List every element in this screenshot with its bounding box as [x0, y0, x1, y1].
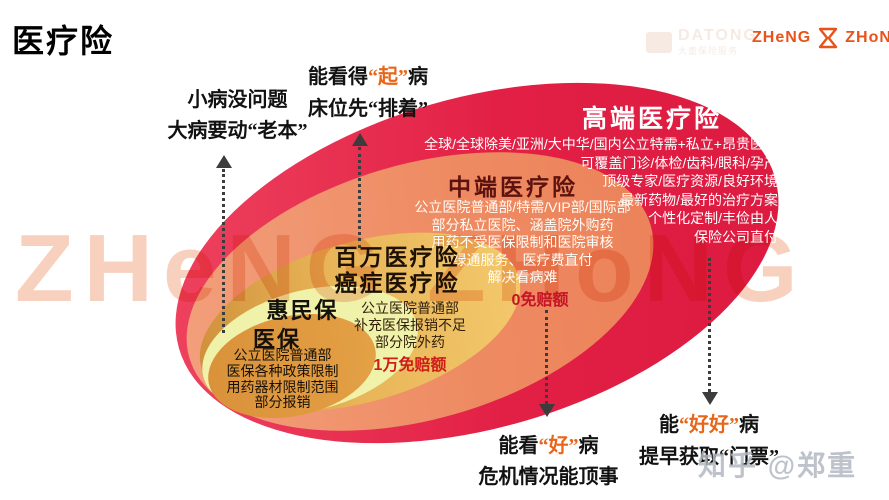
tier-mid-line: 部分私立医院、涵盖院外购药: [431, 216, 614, 233]
datong-watermark: DATONG 大童保险服务: [646, 27, 758, 57]
highlight-word: “好”: [538, 435, 579, 457]
annotation-line: 床位先“排着”: [308, 98, 428, 120]
tier-yibao-line: 用药器材限制范围: [226, 378, 339, 395]
tier-million-details: 公立医院普通部 补充医保报销不足 部分院外药: [330, 300, 490, 351]
tier-mid-line: 用药不受医保限制和医院审核: [431, 234, 614, 251]
tier-huimin-title: 惠民保: [266, 298, 339, 323]
annotation-line: 能看“好”病: [498, 435, 599, 457]
highlight-word: “好好”: [679, 414, 739, 436]
tier-mid-title: 中端医疗险: [448, 174, 578, 200]
tier-premium-line: 可覆盖门诊/体检/齿科/眼科/孕产: [580, 154, 778, 171]
annotation-premium-tier: 能“好好”病 提早获取“门票”: [625, 409, 793, 473]
arrow-up-line: [222, 169, 225, 333]
tier-mid-line: 绿通服务、医疗费直付: [452, 251, 593, 268]
annotation-line: 小病没问题: [187, 89, 288, 111]
arrow-up-line: [358, 147, 361, 248]
tier-yibao-line: 公立医院普通部: [233, 347, 332, 363]
page-title: 医疗险: [12, 23, 115, 59]
brand-logo-zhong: ZHoNG: [845, 29, 889, 46]
datong-subtitle: 大童保险服务: [678, 46, 739, 56]
datong-name: DATONG: [678, 27, 758, 44]
annotation-line: 能“好好”病: [659, 414, 759, 436]
zhihu-watermark: 知乎 @郑重: [698, 450, 858, 481]
tier-premium-details: 全球/全球除美/亚洲/大中华/国内公立特需+私立+昂贵医院 可覆盖门诊/体检/齿…: [418, 135, 778, 247]
annotation-line: 大病要动“老本”: [167, 120, 308, 142]
tier-million-deductible-note: 1万免赔额: [373, 357, 447, 374]
arrow-down-icon: [539, 404, 555, 417]
tier-mid-details: 公立医院普通部/特需/VIP部/国际部 部分私立医院、涵盖院外购药 用药不受医保…: [385, 199, 660, 287]
tier-premium-line: 最新药物/最好的治疗方案: [620, 191, 778, 208]
datong-logo-icon: [646, 31, 672, 53]
brand-logo: ZHeNG ZHoNG: [752, 26, 889, 50]
tier-million-title-line2: 癌症医疗险: [334, 270, 460, 296]
tier-million-line: 部分院外药: [375, 334, 445, 350]
brand-logo-zheng: ZHeNG: [752, 29, 812, 46]
tier-million-title-line1: 百万医疗险: [334, 244, 460, 270]
tier-yibao-line: 医保各种政策限制: [226, 362, 339, 379]
annotation-basic-insurance: 小病没问题 大病要动“老本”: [160, 85, 315, 147]
tier-yibao-line: 部分报销: [254, 394, 311, 411]
tier-premium-title: 高端医疗险: [581, 105, 722, 133]
arrow-up-icon: [352, 133, 368, 146]
tier-premium-line: 全球/全球除美/亚洲/大中华/国内公立特需+私立+昂贵医院: [424, 136, 778, 152]
annotation-line: 提早获取“门票”: [639, 446, 779, 468]
annotation-million-tier: 能看得“起”病 床位先“排着”: [293, 61, 443, 125]
tier-premium-line: 个性化定制/丰俭由人: [648, 210, 778, 227]
tier-yibao-title: 医保: [252, 327, 301, 352]
tier-mid-deductible-note: 0免赔额: [511, 292, 569, 309]
arrow-down-line: [545, 310, 548, 404]
arrow-up-icon: [216, 155, 232, 168]
annotation-line: 能看得“起”病: [308, 66, 428, 88]
arrow-down-line: [708, 258, 711, 392]
tier-million-line: 公立医院普通部: [361, 300, 459, 316]
highlight-word: “起”: [368, 66, 408, 88]
tier-mid-line: 解决看病难: [487, 269, 558, 286]
tier-million-title: 百万医疗险 癌症医疗险: [317, 244, 477, 296]
tier-yibao-details: 公立医院普通部 医保各种政策限制 用药器材限制范围 部分报销: [205, 347, 360, 411]
arrow-down-icon: [702, 392, 718, 405]
annotation-line: 危机情况能顶事: [478, 466, 619, 488]
tier-premium-line: 顶级专家/医疗资源/良好环境: [602, 173, 778, 190]
annotation-mid-tier: 能看“好”病 危机情况能顶事: [466, 431, 631, 493]
tier-premium-line: 保险公司直付: [694, 228, 778, 245]
tier-mid-line: 公立医院普通部/特需/VIP部/国际部: [414, 199, 631, 215]
hourglass-icon: [819, 27, 838, 49]
datong-text: DATONG 大童保险服务: [678, 27, 758, 57]
tier-million-line: 补充医保报销不足: [354, 317, 466, 333]
